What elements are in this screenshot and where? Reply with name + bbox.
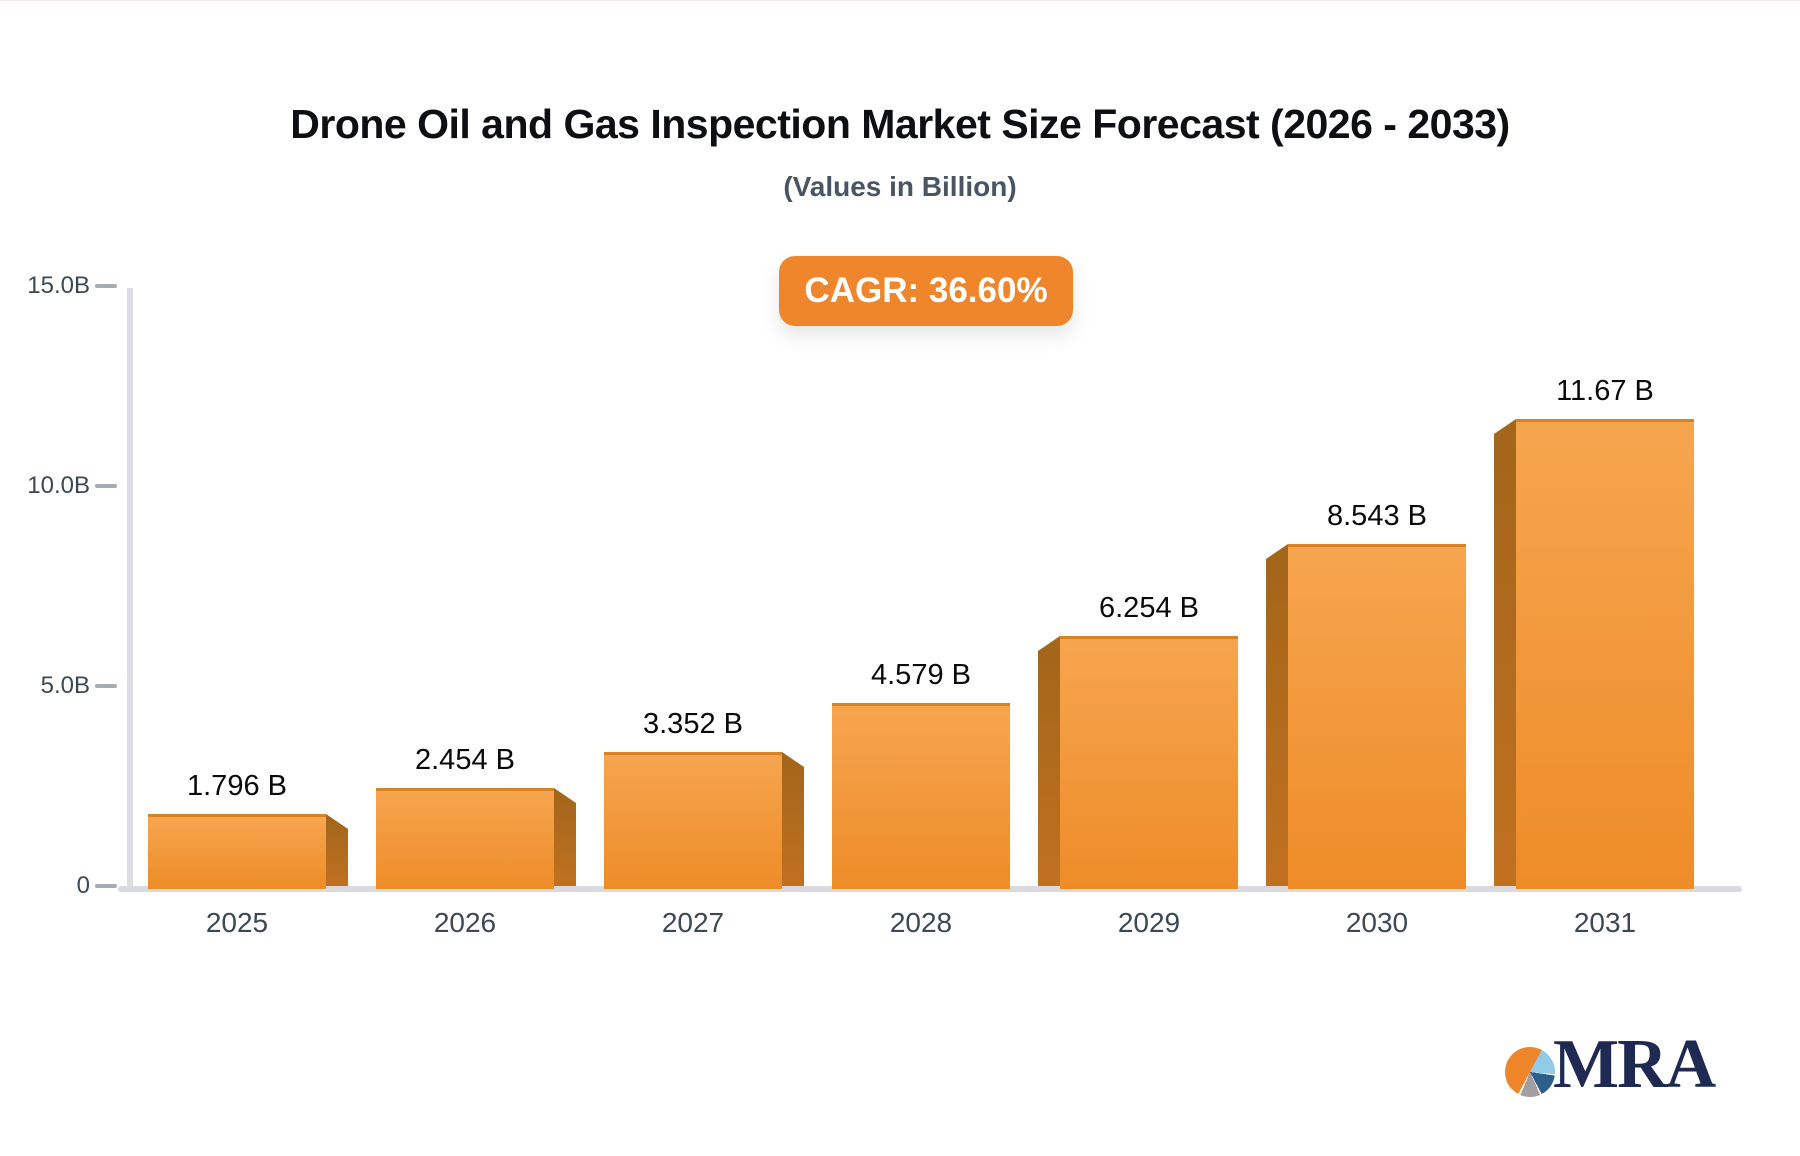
bar-2030 (1288, 544, 1466, 889)
bar-value-label-2030: 8.543 B (1327, 500, 1427, 532)
x-axis-label-2030: 2030 (1345, 907, 1409, 938)
x-axis-label-2029: 2029 (1117, 907, 1181, 938)
y-axis-tick-mark (95, 684, 117, 688)
bar-2025 (148, 814, 326, 889)
bar-2026 (376, 788, 554, 889)
bar-2028 (832, 703, 1010, 889)
bar-side-panel-2026 (554, 788, 576, 886)
bar-value-label-2026: 2.454 B (415, 744, 515, 776)
bar-side-panel-2029 (1038, 636, 1060, 886)
brand-logo-text: MRA (1553, 1026, 1716, 1103)
bar-value-label-2029: 6.254 B (1099, 592, 1199, 624)
bar-side-panel-2025 (326, 814, 348, 886)
bar-2031 (1516, 419, 1694, 889)
cagr-badge-label: CAGR: 36.60% (804, 271, 1048, 310)
bar-value-label-2025: 1.796 B (187, 770, 287, 802)
bar-value-label-2031: 11.67 B (1556, 375, 1654, 407)
chart-subtitle: (Values in Billion) (783, 171, 1017, 202)
pie-chart-icon (1505, 1047, 1555, 1097)
x-axis-label-2026: 2026 (433, 907, 497, 938)
bar-value-label-2027: 3.352 B (643, 708, 743, 740)
bar-2027 (604, 752, 782, 889)
bar-value-label-2028: 4.579 B (871, 659, 971, 691)
y-axis-tick-label: 0 (76, 872, 90, 899)
x-axis-line (118, 886, 1742, 892)
x-axis-label-2031: 2031 (1573, 907, 1637, 938)
y-axis-line (127, 288, 133, 892)
bar-side-panel-2027 (782, 752, 804, 886)
y-axis-tick-mark (95, 284, 117, 288)
y-axis-tick-label: 10.0B (27, 472, 90, 499)
x-axis-label-2025: 2025 (205, 907, 269, 938)
y-axis-tick-mark (95, 484, 117, 488)
chart-title: Drone Oil and Gas Inspection Market Size… (290, 101, 1510, 147)
x-axis-label-2027: 2027 (661, 907, 725, 938)
y-axis-tick-label: 5.0B (40, 672, 90, 699)
y-axis-tick-label: 15.0B (27, 272, 90, 299)
y-axis-tick-mark (95, 884, 117, 888)
bar-side-panel-2031 (1494, 419, 1516, 886)
x-axis-label-2028: 2028 (889, 907, 953, 938)
bar-2029 (1060, 636, 1238, 889)
cagr-badge: CAGR: 36.60% (779, 256, 1073, 326)
bar-side-panel-2030 (1266, 544, 1288, 886)
brand-logo: MRA (1505, 1026, 1716, 1103)
